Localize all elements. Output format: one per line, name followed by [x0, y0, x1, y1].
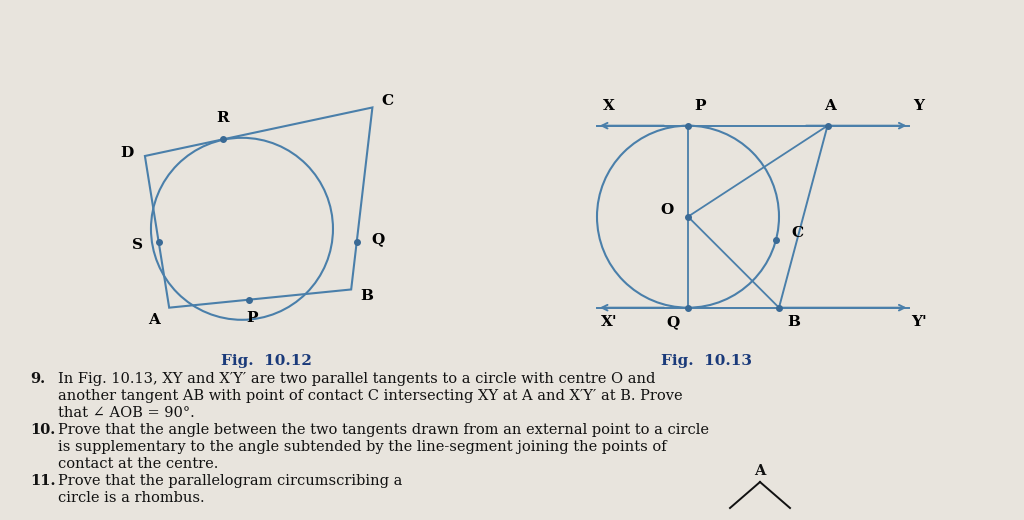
- Text: Q: Q: [372, 232, 385, 246]
- Text: that ∠ AOB = 90°.: that ∠ AOB = 90°.: [58, 406, 195, 420]
- Text: X': X': [601, 315, 617, 329]
- Text: B: B: [359, 289, 373, 303]
- Text: P: P: [247, 311, 258, 325]
- Text: R: R: [217, 111, 229, 125]
- Text: B: B: [787, 315, 801, 329]
- Text: contact at the centre.: contact at the centre.: [58, 457, 218, 471]
- Text: X: X: [603, 99, 615, 113]
- Text: C: C: [792, 226, 803, 240]
- Text: Fig.  10.12: Fig. 10.12: [221, 354, 311, 368]
- Text: P: P: [694, 99, 706, 113]
- Text: A: A: [755, 464, 766, 478]
- Text: D: D: [120, 146, 133, 160]
- Text: circle is a rhombus.: circle is a rhombus.: [58, 491, 205, 505]
- Text: S: S: [132, 238, 143, 252]
- Text: Q: Q: [667, 315, 680, 329]
- Text: 11.: 11.: [30, 474, 55, 488]
- Text: 10.: 10.: [30, 423, 55, 437]
- Text: A: A: [824, 99, 837, 113]
- Text: Fig.  10.13: Fig. 10.13: [660, 354, 752, 368]
- Text: Prove that the parallelogram circumscribing a: Prove that the parallelogram circumscrib…: [58, 474, 402, 488]
- Text: 9.: 9.: [30, 372, 45, 386]
- Text: In Fig. 10.13, XY and X′Y′ are two parallel tangents to a circle with centre O a: In Fig. 10.13, XY and X′Y′ are two paral…: [58, 372, 655, 386]
- Text: another tangent AB with point of contact C intersecting XY at A and X′Y′ at B. P: another tangent AB with point of contact…: [58, 389, 683, 403]
- Text: is supplementary to the angle subtended by the line-segment joining the points o: is supplementary to the angle subtended …: [58, 440, 667, 454]
- Text: Y': Y': [910, 315, 927, 329]
- Text: C: C: [382, 95, 393, 108]
- Text: A: A: [148, 313, 160, 327]
- Text: Prove that the angle between the two tangents drawn from an external point to a : Prove that the angle between the two tan…: [58, 423, 709, 437]
- Text: O: O: [660, 203, 674, 217]
- Text: Y: Y: [913, 99, 924, 113]
